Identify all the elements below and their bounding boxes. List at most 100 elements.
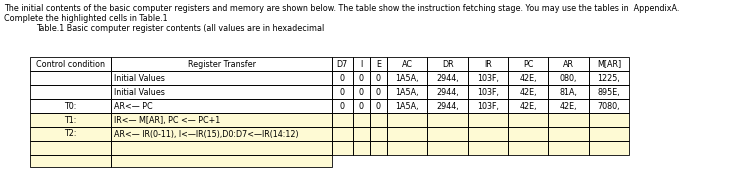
Bar: [468, 113, 508, 127]
Bar: [352, 127, 370, 141]
Bar: [387, 127, 428, 141]
Text: 0: 0: [340, 102, 345, 111]
Bar: [589, 99, 629, 113]
Bar: [548, 127, 589, 141]
Bar: [30, 99, 111, 113]
Bar: [111, 155, 331, 167]
Text: 103F,: 103F,: [477, 102, 498, 111]
Bar: [387, 71, 428, 85]
Bar: [468, 99, 508, 113]
Bar: [30, 155, 111, 167]
Bar: [370, 99, 387, 113]
Text: 42E,: 42E,: [520, 102, 537, 111]
Bar: [589, 71, 629, 85]
Bar: [589, 127, 629, 141]
Bar: [508, 113, 548, 127]
Text: 1225,: 1225,: [597, 74, 620, 83]
Bar: [370, 57, 387, 71]
Bar: [508, 141, 548, 155]
Bar: [548, 57, 589, 71]
Bar: [352, 99, 370, 113]
Text: 0: 0: [340, 87, 345, 96]
Text: 1A5A,: 1A5A,: [395, 102, 419, 111]
Bar: [548, 71, 589, 85]
Bar: [589, 71, 629, 85]
Bar: [111, 57, 331, 71]
Bar: [111, 99, 331, 113]
Text: 1A5A,: 1A5A,: [395, 74, 419, 83]
Bar: [428, 85, 468, 99]
Text: 42E,: 42E,: [559, 102, 578, 111]
Text: Complete the highlighted cells in Table.1: Complete the highlighted cells in Table.…: [4, 14, 168, 23]
Bar: [508, 71, 548, 85]
Bar: [111, 99, 331, 113]
Text: 7080,: 7080,: [598, 102, 620, 111]
Bar: [352, 141, 370, 155]
Text: E: E: [376, 60, 381, 68]
Bar: [30, 141, 111, 155]
Bar: [331, 57, 352, 71]
Text: 42E,: 42E,: [520, 74, 537, 83]
Text: 080,: 080,: [560, 74, 578, 83]
Text: Initial Values: Initial Values: [114, 87, 165, 96]
Bar: [428, 57, 468, 71]
Bar: [428, 113, 468, 127]
Bar: [468, 85, 508, 99]
Text: 0: 0: [376, 87, 381, 96]
Bar: [548, 113, 589, 127]
Bar: [30, 71, 111, 85]
Bar: [30, 127, 111, 141]
Bar: [428, 141, 468, 155]
Text: 0: 0: [340, 74, 345, 83]
Bar: [111, 141, 331, 155]
Bar: [428, 57, 468, 71]
Text: DR: DR: [442, 60, 453, 68]
Bar: [589, 113, 629, 127]
Bar: [589, 85, 629, 99]
Text: The initial contents of the basic computer registers and memory are shown below.: The initial contents of the basic comput…: [4, 4, 679, 13]
Text: Control condition: Control condition: [36, 60, 105, 68]
Text: 0: 0: [358, 87, 364, 96]
Bar: [468, 127, 508, 141]
Bar: [548, 57, 589, 71]
Bar: [387, 71, 428, 85]
Bar: [30, 141, 111, 155]
Bar: [111, 113, 331, 127]
Bar: [548, 127, 589, 141]
Bar: [548, 141, 589, 155]
Bar: [387, 127, 428, 141]
Text: Register Transfer: Register Transfer: [187, 60, 255, 68]
Bar: [428, 127, 468, 141]
Text: 42E,: 42E,: [520, 87, 537, 96]
Bar: [370, 113, 387, 127]
Bar: [111, 127, 331, 141]
Bar: [331, 141, 352, 155]
Text: 0: 0: [376, 74, 381, 83]
Bar: [468, 127, 508, 141]
Bar: [508, 85, 548, 99]
Bar: [111, 57, 331, 71]
Bar: [387, 113, 428, 127]
Bar: [548, 113, 589, 127]
Bar: [352, 127, 370, 141]
Bar: [30, 113, 111, 127]
Bar: [331, 141, 352, 155]
Bar: [352, 71, 370, 85]
Bar: [508, 57, 548, 71]
Text: T2:: T2:: [65, 130, 77, 139]
Bar: [468, 57, 508, 71]
Bar: [387, 57, 428, 71]
Text: 895E,: 895E,: [598, 87, 620, 96]
Bar: [428, 71, 468, 85]
Bar: [589, 127, 629, 141]
Bar: [370, 71, 387, 85]
Bar: [387, 141, 428, 155]
Text: Initial Values: Initial Values: [114, 74, 165, 83]
Text: 2944,: 2944,: [436, 87, 459, 96]
Bar: [111, 113, 331, 127]
Text: 2944,: 2944,: [436, 74, 459, 83]
Bar: [548, 141, 589, 155]
Bar: [589, 141, 629, 155]
Bar: [30, 57, 111, 71]
Bar: [331, 127, 352, 141]
